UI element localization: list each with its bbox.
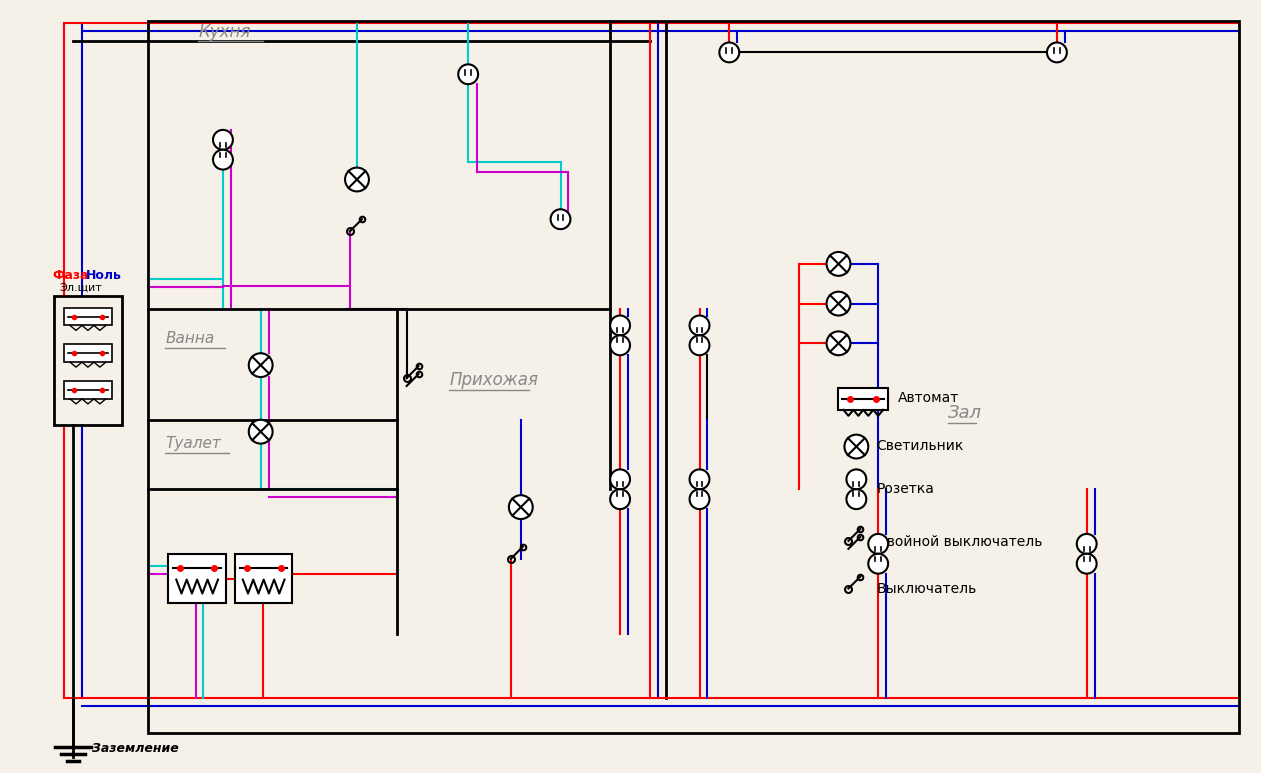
Text: Зал: Зал (948, 404, 982, 422)
Text: Ванна: Ванна (165, 332, 214, 346)
Circle shape (719, 43, 739, 63)
Text: Эл.щит: Эл.щит (59, 283, 102, 293)
Bar (64, 344, 112, 363)
Text: Заземление: Заземление (92, 742, 179, 755)
Circle shape (213, 130, 233, 150)
Circle shape (846, 489, 866, 509)
Bar (149, 21, 1238, 734)
Text: Туалет: Туалет (165, 435, 221, 451)
Circle shape (1077, 553, 1097, 574)
Bar (169, 553, 226, 604)
Circle shape (610, 469, 630, 489)
Circle shape (690, 315, 710, 335)
Circle shape (213, 150, 233, 169)
Bar (64, 308, 112, 325)
Text: Фаза: Фаза (52, 269, 88, 282)
Bar (54, 295, 121, 424)
Text: Светильник: Светильник (876, 438, 963, 452)
Text: Автомат: Автомат (898, 391, 960, 405)
Circle shape (551, 209, 570, 229)
Circle shape (1077, 534, 1097, 553)
Circle shape (458, 64, 478, 84)
Text: Кухня: Кухня (198, 22, 251, 40)
Circle shape (610, 315, 630, 335)
Circle shape (826, 252, 850, 276)
Circle shape (248, 353, 272, 377)
Circle shape (826, 291, 850, 315)
Circle shape (869, 553, 888, 574)
Text: Розетка: Розетка (876, 482, 934, 496)
Bar (839, 388, 888, 410)
Circle shape (869, 534, 888, 553)
Circle shape (610, 489, 630, 509)
Text: Прихожая: Прихожая (449, 371, 538, 389)
Circle shape (509, 495, 532, 519)
Circle shape (610, 335, 630, 356)
Circle shape (248, 420, 272, 444)
Circle shape (826, 332, 850, 356)
Bar (235, 553, 293, 604)
Text: Ноль: Ноль (86, 269, 122, 282)
Text: Двойной выключатель: Двойной выключатель (876, 534, 1043, 548)
Circle shape (1047, 43, 1067, 63)
Text: Выключатель: Выключатель (876, 581, 976, 595)
Circle shape (690, 469, 710, 489)
Circle shape (690, 335, 710, 356)
Circle shape (845, 434, 869, 458)
Circle shape (690, 489, 710, 509)
Circle shape (846, 469, 866, 489)
Circle shape (346, 168, 369, 192)
Bar (64, 381, 112, 399)
